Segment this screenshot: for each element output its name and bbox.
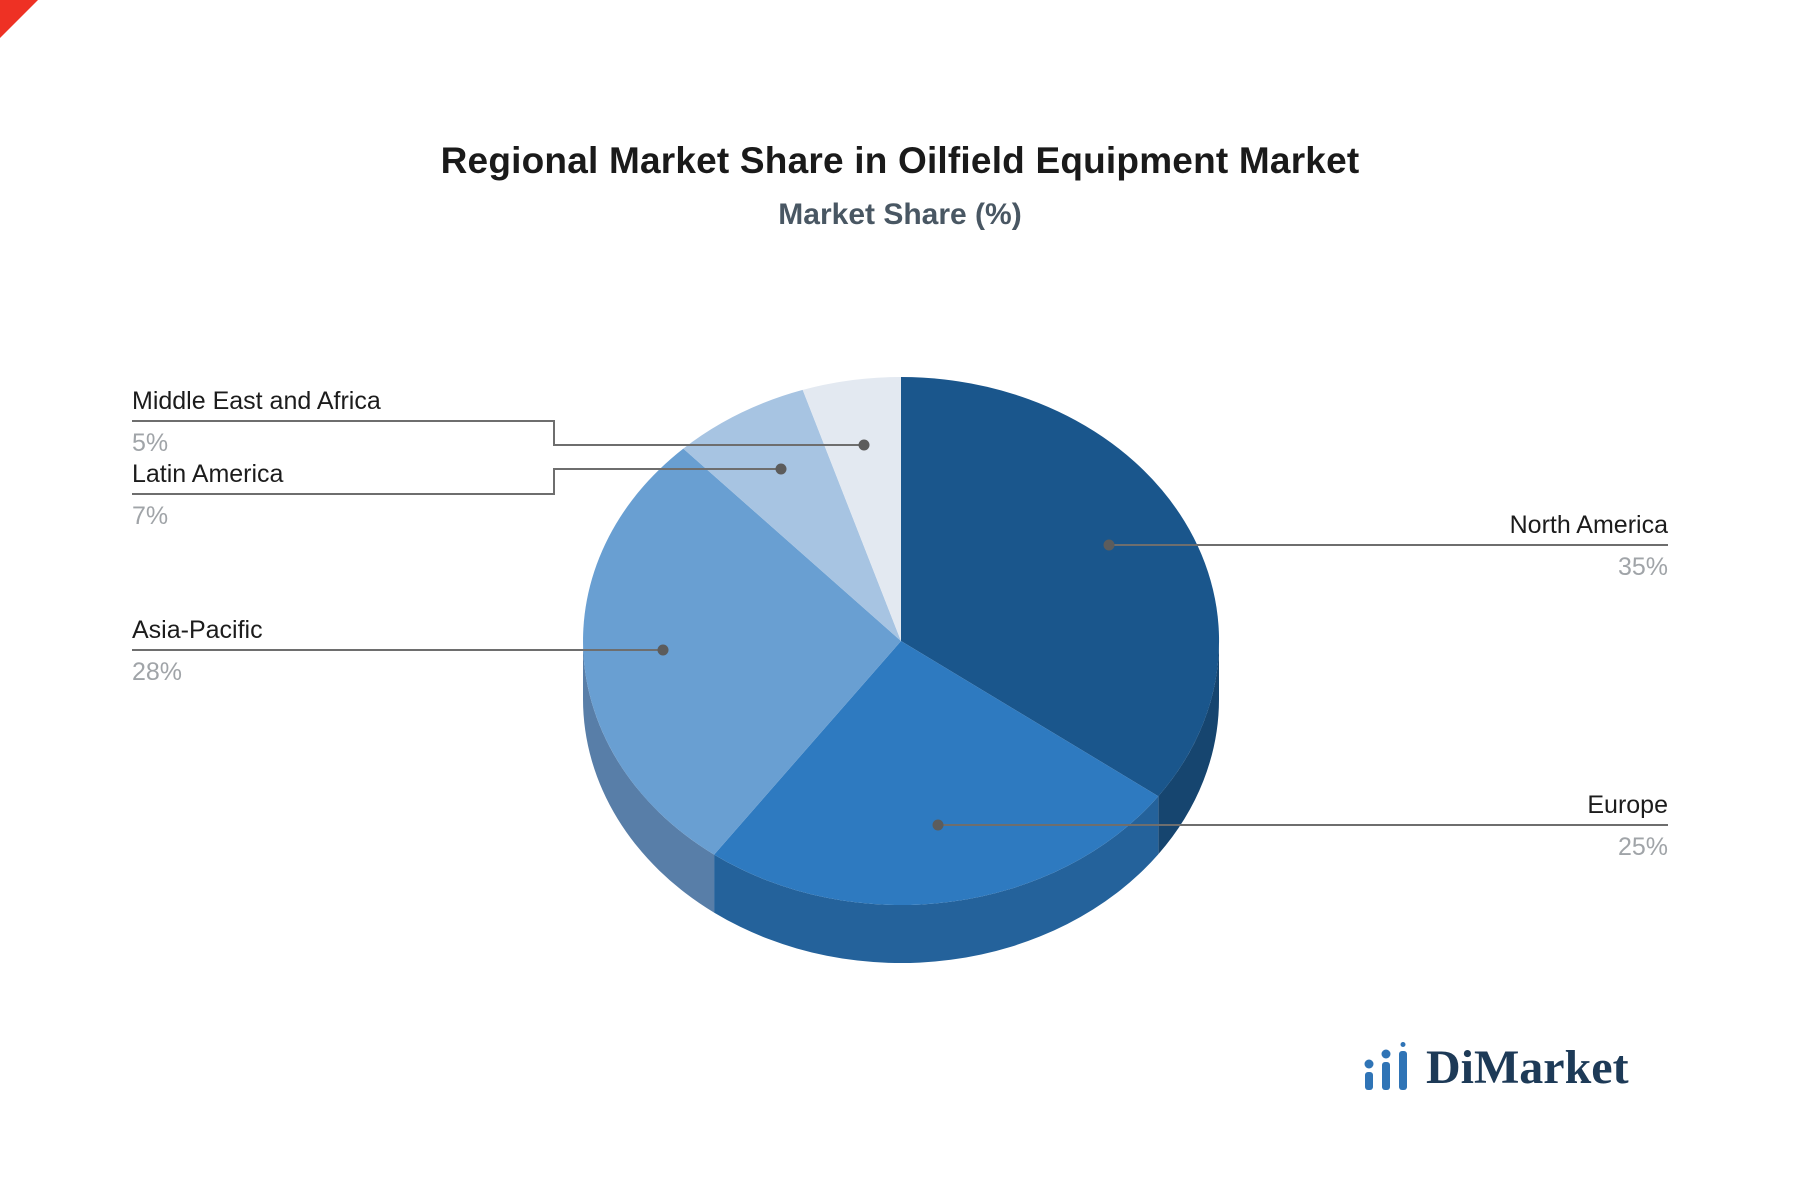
pie-slice-middle-east-and-africa[interactable] xyxy=(802,376,901,641)
slice-label-middle-east-and-africa: Middle East and Africa 5% xyxy=(132,385,381,459)
slice-percent-text: 7% xyxy=(132,502,169,530)
chart-subtitle: Market Share (%) xyxy=(778,198,1022,231)
leader-dot-north-america xyxy=(1103,539,1115,551)
slice-label-text: Latin America xyxy=(132,460,284,488)
leader-lines xyxy=(132,420,1668,831)
logo-text: DiMarket xyxy=(1426,1041,1629,1094)
dimarket-logo[interactable]: DiMarket xyxy=(1360,1042,1629,1092)
leader-line-middle-east-and-africa xyxy=(132,420,864,446)
slice-percent-text: 35% xyxy=(1617,553,1668,581)
pie-slice-side-north-america xyxy=(1158,641,1219,855)
slice-percent-text: 28% xyxy=(132,658,183,686)
chart-title: Regional Market Share in Oilfield Equipm… xyxy=(440,140,1360,181)
slice-label-asia-pacific: Asia-Pacific 28% xyxy=(132,614,263,688)
slice-label-text: North America xyxy=(1509,511,1668,539)
leader-dot-middle-east-and-africa xyxy=(858,439,870,451)
leader-dot-europe xyxy=(932,819,944,831)
pie-slice-north-america[interactable] xyxy=(901,377,1220,797)
pie-slices xyxy=(582,376,1220,964)
slice-percent-text: 25% xyxy=(1617,833,1668,861)
leader-line-latin-america xyxy=(132,468,781,495)
leader-dot-asia-pacific xyxy=(657,644,669,656)
slice-label-text: Middle East and Africa xyxy=(132,387,381,415)
pie-slice-side-europe xyxy=(714,796,1159,964)
leader-dot-latin-america xyxy=(775,463,787,475)
pie-slice-side-asia-pacific xyxy=(582,641,715,913)
pie-slice-asia-pacific[interactable] xyxy=(583,448,901,855)
red-corner-mark xyxy=(0,0,38,38)
slice-percent-text: 5% xyxy=(132,429,169,457)
slice-label-text: Europe xyxy=(1587,791,1668,819)
logo-icon xyxy=(1364,1042,1407,1090)
slice-label-north-america: North America 35% xyxy=(1510,509,1668,583)
pie-slice-europe[interactable] xyxy=(714,641,1159,906)
slice-label-text: Asia-Pacific xyxy=(132,616,263,644)
slice-label-europe: Europe 25% xyxy=(1587,789,1668,863)
slice-label-latin-america: Latin America 7% xyxy=(132,458,283,532)
pie-slice-latin-america[interactable] xyxy=(683,389,901,641)
